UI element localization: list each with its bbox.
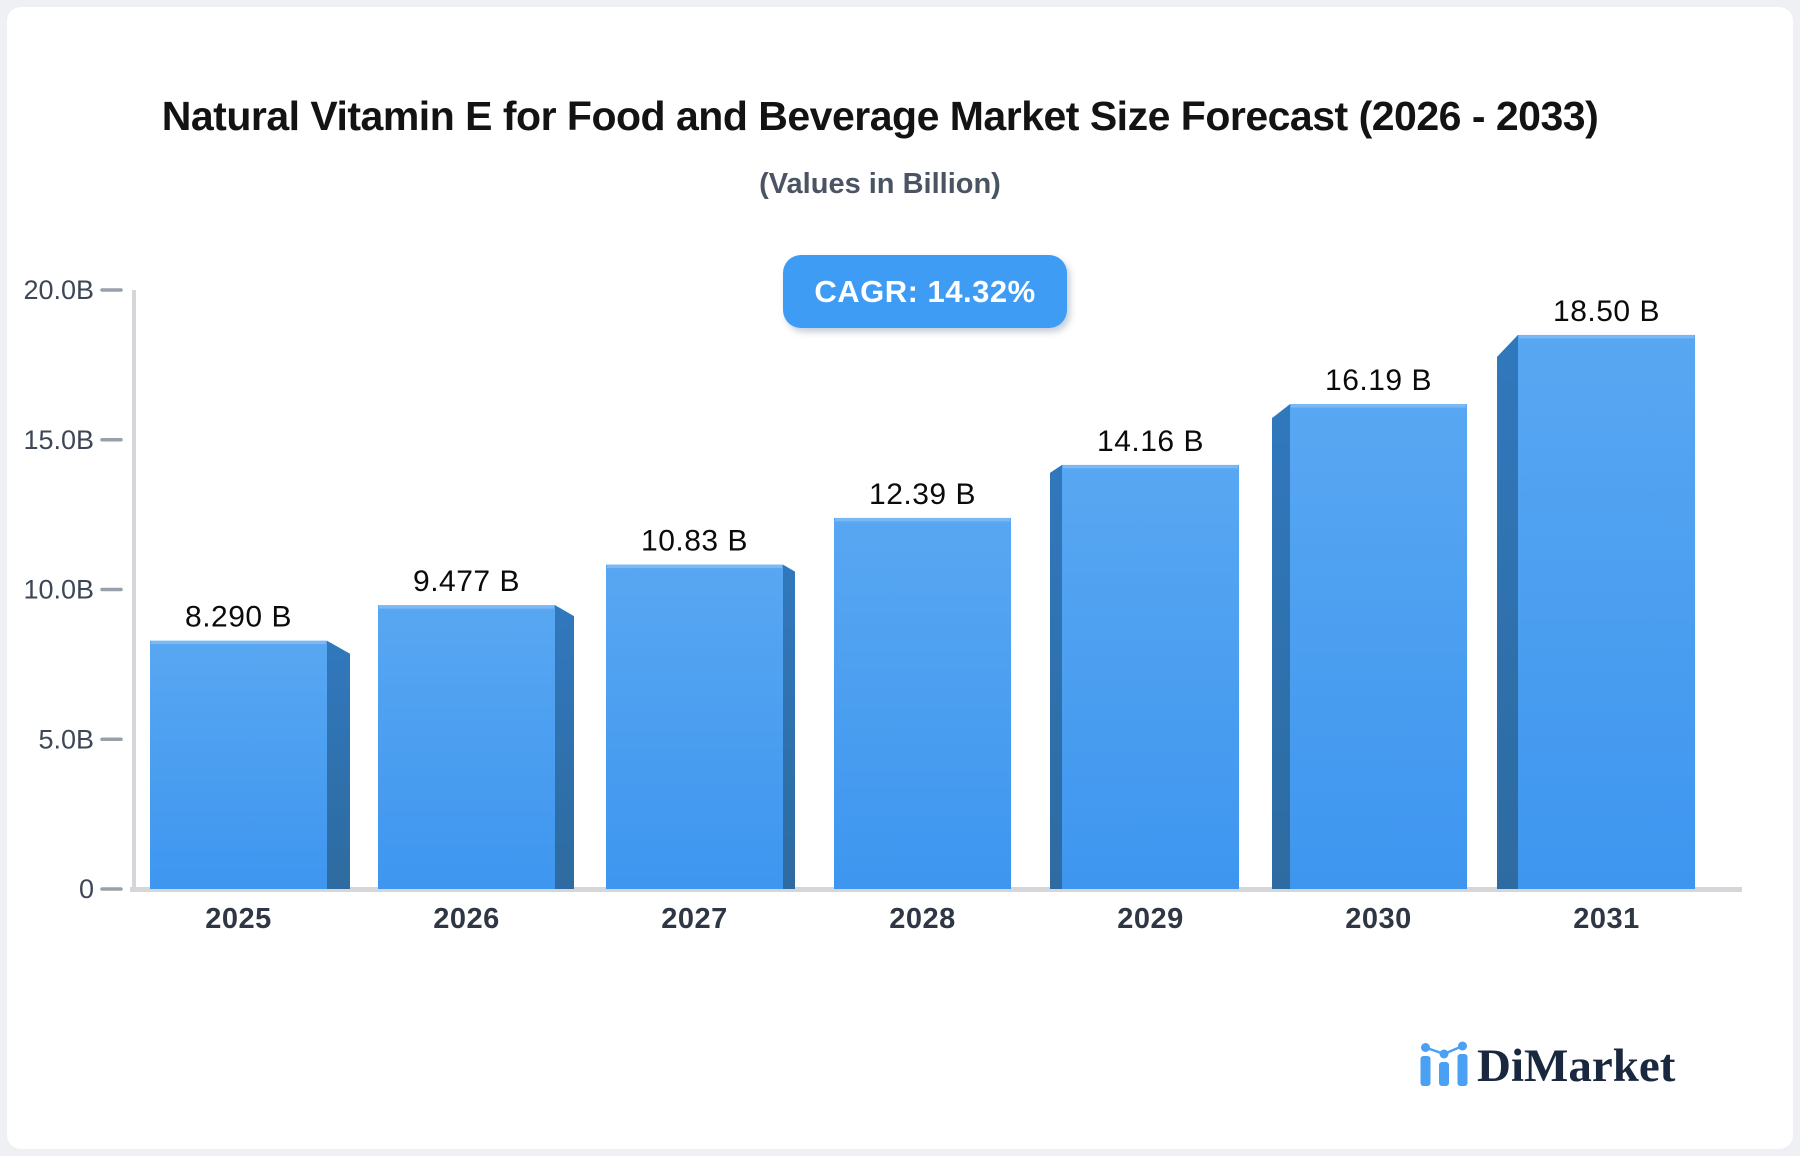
bar-2031: [1518, 334, 1695, 889]
bar-value-label-2028: 12.39 B: [869, 478, 976, 511]
bar-chart-logo-icon: [1420, 1041, 1468, 1086]
bar-side-2029: [1050, 464, 1062, 889]
bar-value-label-2031: 18.50 B: [1553, 295, 1660, 328]
dimarket-logo: DiMarket: [1419, 1038, 1689, 1094]
bar-side-2031: [1497, 334, 1518, 889]
x-label-2027: 2027: [661, 903, 728, 935]
y-tick-label-5.0B: 5.0B: [38, 724, 94, 754]
bar-value-label-2025: 8.290 B: [185, 601, 292, 634]
dimarket-logo-text: DiMarket: [1477, 1040, 1676, 1092]
bar-value-label-2027: 10.83 B: [641, 525, 748, 558]
bar-2029: [1062, 464, 1239, 889]
bar-2030: [1290, 404, 1467, 889]
bar-2027: [606, 564, 783, 889]
chart-title: Natural Vitamin E for Food and Beverage …: [161, 93, 1599, 139]
bar-side-2026: [555, 605, 574, 889]
y-tick-label-15.0B: 15.0B: [23, 425, 94, 455]
x-label-2028: 2028: [889, 903, 956, 935]
bar-2028: [834, 517, 1011, 889]
bar-value-label-2030: 16.19 B: [1325, 364, 1432, 397]
bar-side-2025: [327, 640, 350, 889]
y-tick-label-0: 0: [79, 874, 94, 904]
x-label-2029: 2029: [1117, 903, 1184, 935]
chart-subtitle: (Values in Billion): [759, 168, 1001, 200]
bar-value-label-2029: 14.16 B: [1097, 425, 1204, 458]
bar-2025: [150, 640, 327, 889]
bar-side-2030: [1272, 404, 1290, 889]
cagr-badge: CAGR: 14.32%: [783, 255, 1067, 328]
bar-2026: [378, 605, 555, 889]
bar-side-2027: [783, 564, 795, 889]
x-label-2025: 2025: [205, 903, 272, 935]
bar-value-label-2026: 9.477 B: [413, 565, 520, 598]
x-label-2026: 2026: [433, 903, 500, 935]
y-tick-label-20.0B: 20.0B: [23, 275, 94, 305]
x-label-2031: 2031: [1573, 903, 1640, 935]
y-tick-label-10.0B: 10.0B: [23, 575, 94, 605]
cagr-badge-label: CAGR: 14.32%: [814, 273, 1036, 309]
x-label-2030: 2030: [1345, 903, 1412, 935]
